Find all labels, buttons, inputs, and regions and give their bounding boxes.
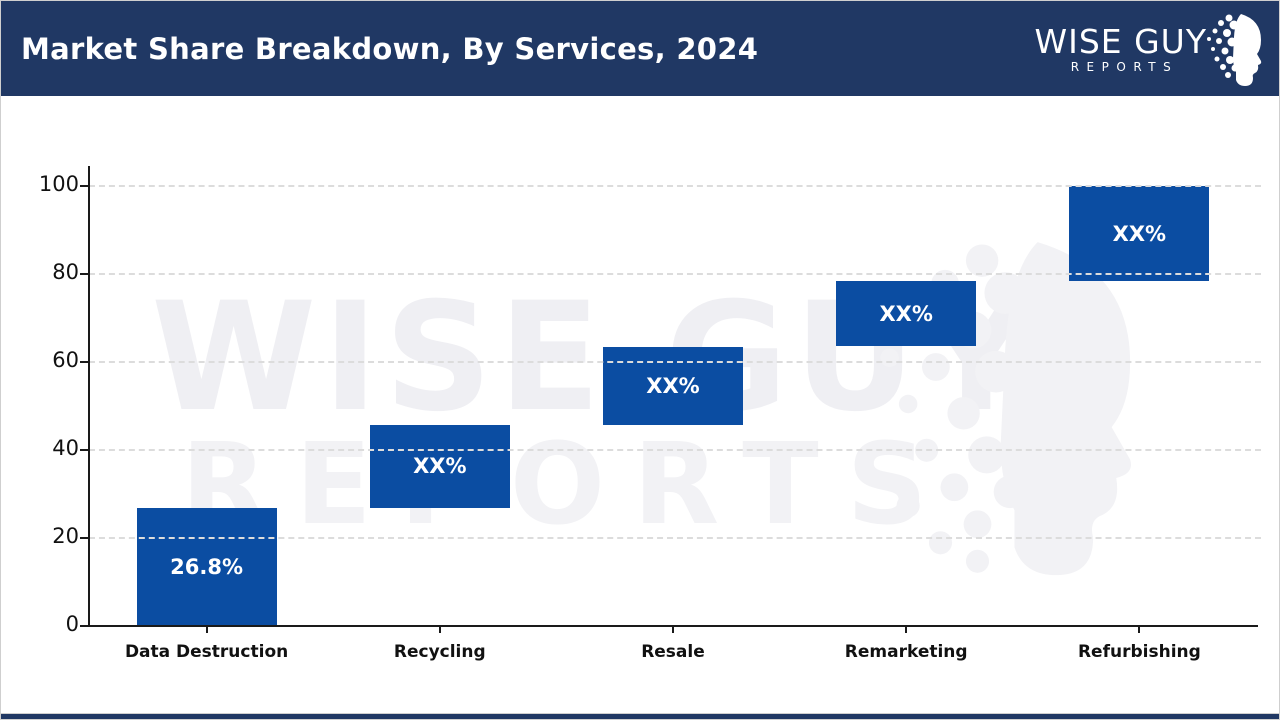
y-tick-label-0: 0 [65,612,79,636]
x-category-label-recycling: Recycling [393,642,486,662]
brand-subtitle: REPORTS [1070,59,1179,74]
x-category-label-remarketing: Remarketing [844,642,968,662]
bar-value-label-data-destruction: 26.8% [170,555,244,580]
y-axis-line [88,166,90,627]
y-tick-label-60: 60 [52,347,79,372]
grid-line-40 [89,448,1261,451]
brand-logo: WISE GUY REPORTS [1034,9,1263,89]
bar-refurbishing: XX% [1069,185,1210,282]
x-category-label-refurbishing: Refurbishing [1077,642,1201,662]
brand-name: WISE GUY [1034,21,1207,61]
bar-value-label-refurbishing: XX% [1112,221,1167,246]
x-tick-mark-data-destruction [205,627,208,633]
bar-resale: XX% [603,346,743,425]
chart-area: 26.8% XX% XX% XX% XX% 0 20 40 60 80 100 Data Destr… [1,96,1279,714]
x-axis-line [88,625,1258,627]
bar-value-label-remarketing: XX% [879,301,933,326]
y-tick-mark-80 [80,272,88,275]
bar-remarketing: XX% [836,281,977,347]
y-tick-mark-40 [80,448,88,451]
y-tick-label-100: 100 [38,171,79,196]
y-tick-mark-60 [80,360,88,363]
y-tick-mark-20 [80,536,88,539]
grid-line-60 [89,360,1261,363]
brand-logo-text: WISE GUY REPORTS [1034,25,1207,73]
y-tick-label-80: 80 [52,259,79,284]
bar-value-label-recycling: XX% [413,454,467,479]
grid-line-20 [89,536,1261,539]
x-category-label-resale: Resale [641,642,705,662]
x-tick-mark-refurbishing [1138,627,1141,633]
footer-bar [1,713,1279,719]
x-tick-mark-recycling [438,627,441,633]
bar-recycling: XX% [369,424,510,509]
bar-data-destruction: 26.8% [136,508,277,626]
x-category-label-data-destruction: Data Destruction [124,642,289,662]
page-title: Market Share Breakdown, By Services, 202… [21,31,759,66]
bar-value-label-resale: XX% [646,373,700,398]
grid-line-80 [89,272,1261,275]
watermark-subtitle-text: REPORTS [181,420,956,550]
y-tick-mark-100 [80,184,88,187]
y-tick-mark-0 [80,625,88,627]
y-tick-label-20: 20 [52,523,79,548]
y-tick-label-40: 40 [52,435,79,460]
x-tick-mark-remarketing [905,627,908,633]
grid-line-100 [89,184,1261,187]
dotted-head-icon [1207,13,1262,86]
header-bar: Market Share Breakdown, By Services, 202… [1,1,1279,96]
x-tick-mark-resale [672,627,674,633]
plot-area: 26.8% XX% XX% XX% XX% [89,166,1261,626]
